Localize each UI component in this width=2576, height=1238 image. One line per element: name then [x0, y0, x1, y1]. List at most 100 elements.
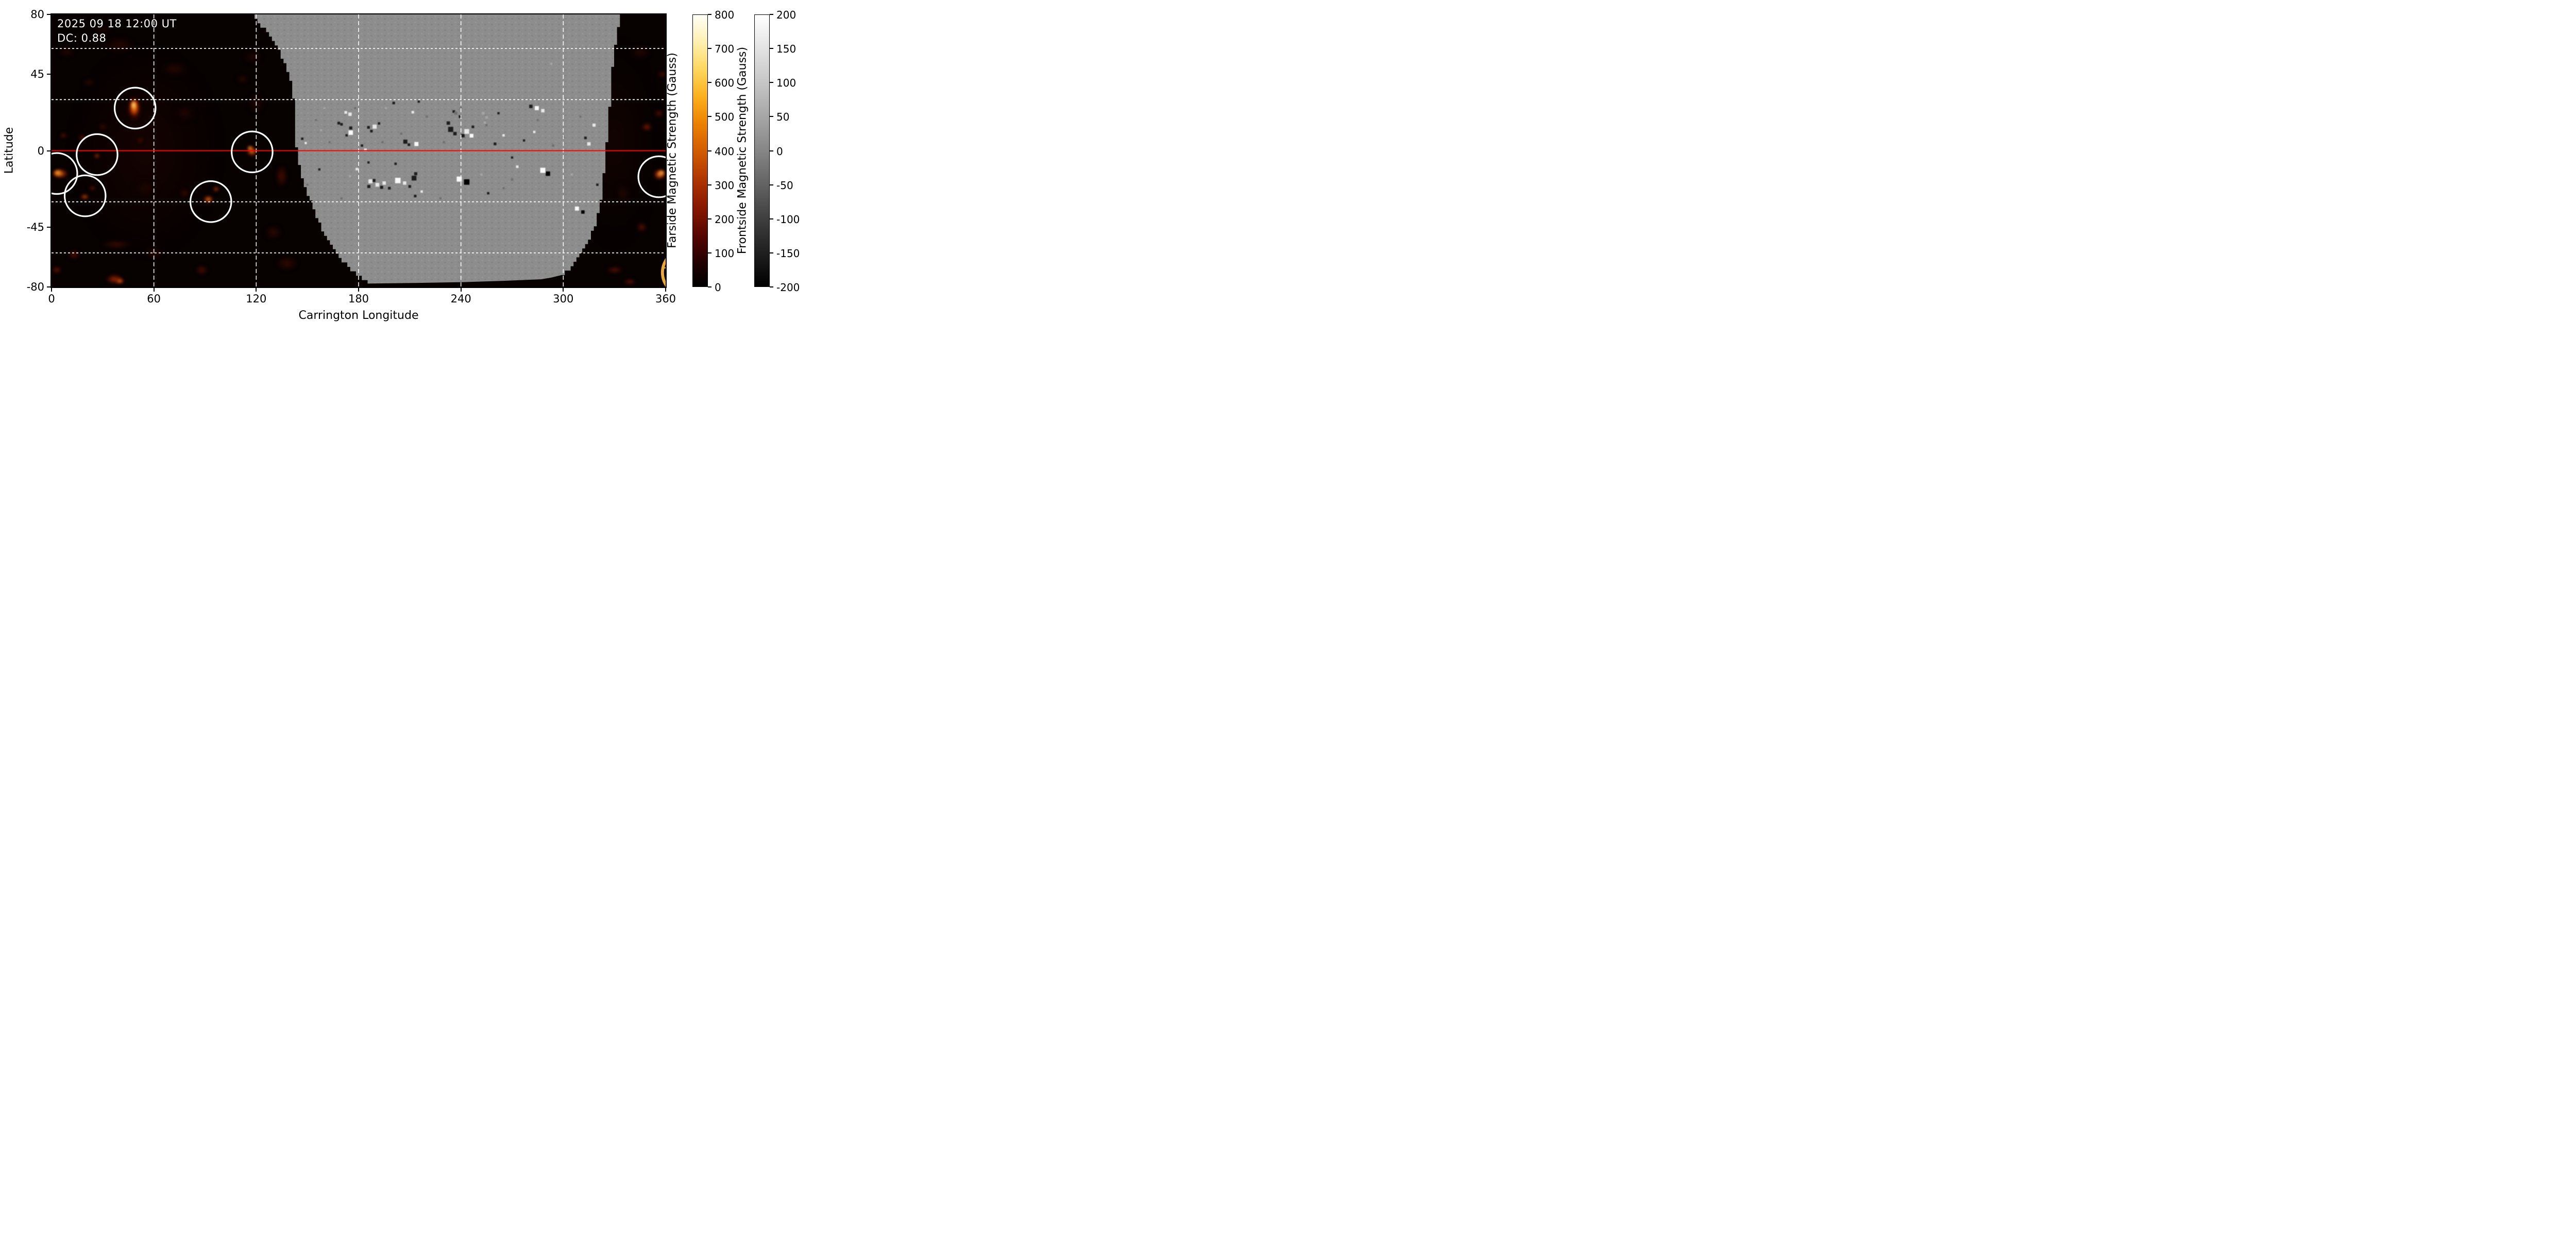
- magnetogram-spot: [380, 185, 383, 189]
- magnetogram-spot: [452, 110, 455, 113]
- magnetogram-spot: [364, 148, 367, 151]
- colorbar-tick: [708, 14, 711, 15]
- colorbar-tick-label: 0: [776, 145, 783, 158]
- x-tick-label: 120: [246, 293, 267, 305]
- magnetogram-spot: [523, 139, 526, 142]
- magnetogram-spot: [480, 173, 483, 176]
- colorbar-tick-label: 100: [776, 77, 796, 90]
- magnetogram-spot: [412, 176, 417, 181]
- colorbar-tick: [770, 184, 773, 185]
- y-tick: [47, 73, 50, 75]
- detection-circle: [189, 180, 232, 223]
- magnetogram-spot: [367, 185, 370, 188]
- magnetogram-spot: [414, 195, 417, 197]
- magnetogram-spot: [382, 181, 386, 185]
- plot-overlay: [52, 14, 666, 287]
- y-tick-label: -45: [26, 221, 44, 234]
- magnetogram-spot: [453, 132, 457, 135]
- farside-blob: [97, 33, 142, 57]
- x-tick-label: 0: [48, 293, 55, 305]
- magnetogram-spot: [417, 100, 420, 103]
- nisp-logo: NISP NSO INTEGRATED SYNOPTIC PROGRAM: [660, 258, 666, 287]
- magnetogram-spot: [306, 183, 309, 186]
- magnetogram-spot: [372, 124, 377, 129]
- colorbar-tick-label: 500: [715, 111, 735, 124]
- farside-blob: [655, 69, 666, 79]
- colorbar-tick: [770, 116, 773, 117]
- colorbar-tick: [708, 150, 711, 151]
- date-stamp: 2025 09 18 12:00 UT DC: 0.88: [57, 17, 177, 45]
- farside-blob: [52, 169, 63, 177]
- magnetogram-spot: [337, 122, 341, 125]
- y-tick-label: -80: [26, 281, 44, 293]
- farside-blob: [261, 222, 285, 243]
- farside-blob: [247, 145, 254, 151]
- colorbar-tick: [708, 82, 711, 83]
- colorbar-tick: [770, 14, 773, 15]
- farside-blob: [624, 41, 656, 62]
- magnetogram-spot: [454, 111, 457, 115]
- magnetogram-spot: [485, 124, 488, 127]
- magnetogram-spot: [502, 187, 505, 190]
- logo-ring-icon: [660, 258, 666, 287]
- farside-blob: [96, 122, 110, 132]
- magnetogram-spot: [403, 140, 408, 144]
- magnetogram-spot: [464, 129, 469, 134]
- farside-blob: [272, 252, 302, 274]
- farside-colorbar-label: Farside Magnetic Strength (Gauss): [666, 53, 679, 248]
- y-tick: [47, 286, 50, 287]
- magnetogram-spot: [439, 197, 442, 200]
- magnetogram-spot: [485, 116, 488, 119]
- colorbar-tick: [770, 82, 773, 83]
- magnetogram-spot: [388, 186, 391, 190]
- magnetogram-spot: [367, 161, 370, 164]
- magnetogram-spot: [469, 133, 473, 138]
- detection-circle: [113, 87, 157, 130]
- farside-blob: [114, 277, 125, 284]
- colorbar-tick-label: 50: [776, 111, 790, 124]
- colorbar-tick-label: -150: [776, 247, 800, 260]
- farside-blob: [126, 173, 164, 203]
- colorbar-tick-label: 700: [715, 43, 735, 56]
- y-tick-label: 45: [30, 67, 44, 80]
- x-tick: [358, 288, 359, 292]
- magnetogram-spot: [340, 123, 343, 126]
- magnetogram-spot: [460, 107, 462, 109]
- x-tick-label: 300: [553, 293, 574, 305]
- colorbar-tick: [708, 116, 711, 117]
- colorbar-tick-label: 300: [715, 179, 735, 192]
- farside-blob: [55, 43, 79, 61]
- magnetogram-spot: [461, 134, 465, 138]
- farside-blob: [135, 136, 146, 145]
- x-tick: [563, 288, 564, 292]
- magnetogram-spot: [349, 126, 352, 130]
- colorbar-tick-label: -100: [776, 213, 800, 226]
- magnetogram-spot: [487, 192, 489, 195]
- magnetogram-spot: [385, 107, 387, 109]
- magnetogram-spot: [464, 179, 470, 185]
- farside-blob: [52, 265, 64, 275]
- frontside-colorbar-label: Frontside Magnetic Strength (Gauss): [736, 46, 749, 255]
- magnetogram-spot: [361, 144, 363, 147]
- x-tick-label: 60: [147, 293, 161, 305]
- colorbar-tick-label: 100: [715, 247, 735, 260]
- magnetogram-spot: [502, 134, 505, 137]
- detection-circle: [63, 174, 107, 217]
- colorbar-tick-label: 400: [715, 145, 735, 158]
- farside-colorbar: [692, 14, 708, 287]
- magnetogram-spot: [344, 111, 347, 114]
- magnetogram-spot: [420, 190, 423, 193]
- logo-flames-icon: [663, 260, 666, 270]
- magnetogram-spot: [354, 107, 357, 109]
- magnetogram-spot: [536, 119, 539, 121]
- datetime-text: 2025 09 18 12:00 UT: [57, 18, 177, 30]
- farside-blob: [77, 133, 88, 142]
- farside-blob: [211, 185, 221, 193]
- magnetogram-spot: [403, 181, 406, 185]
- farside-blob: [635, 221, 649, 234]
- detection-circle: [76, 133, 118, 176]
- x-tick: [153, 288, 155, 292]
- magnetogram-spot: [550, 62, 553, 65]
- farside-blob: [167, 99, 202, 127]
- magnetogram-spot: [596, 183, 599, 186]
